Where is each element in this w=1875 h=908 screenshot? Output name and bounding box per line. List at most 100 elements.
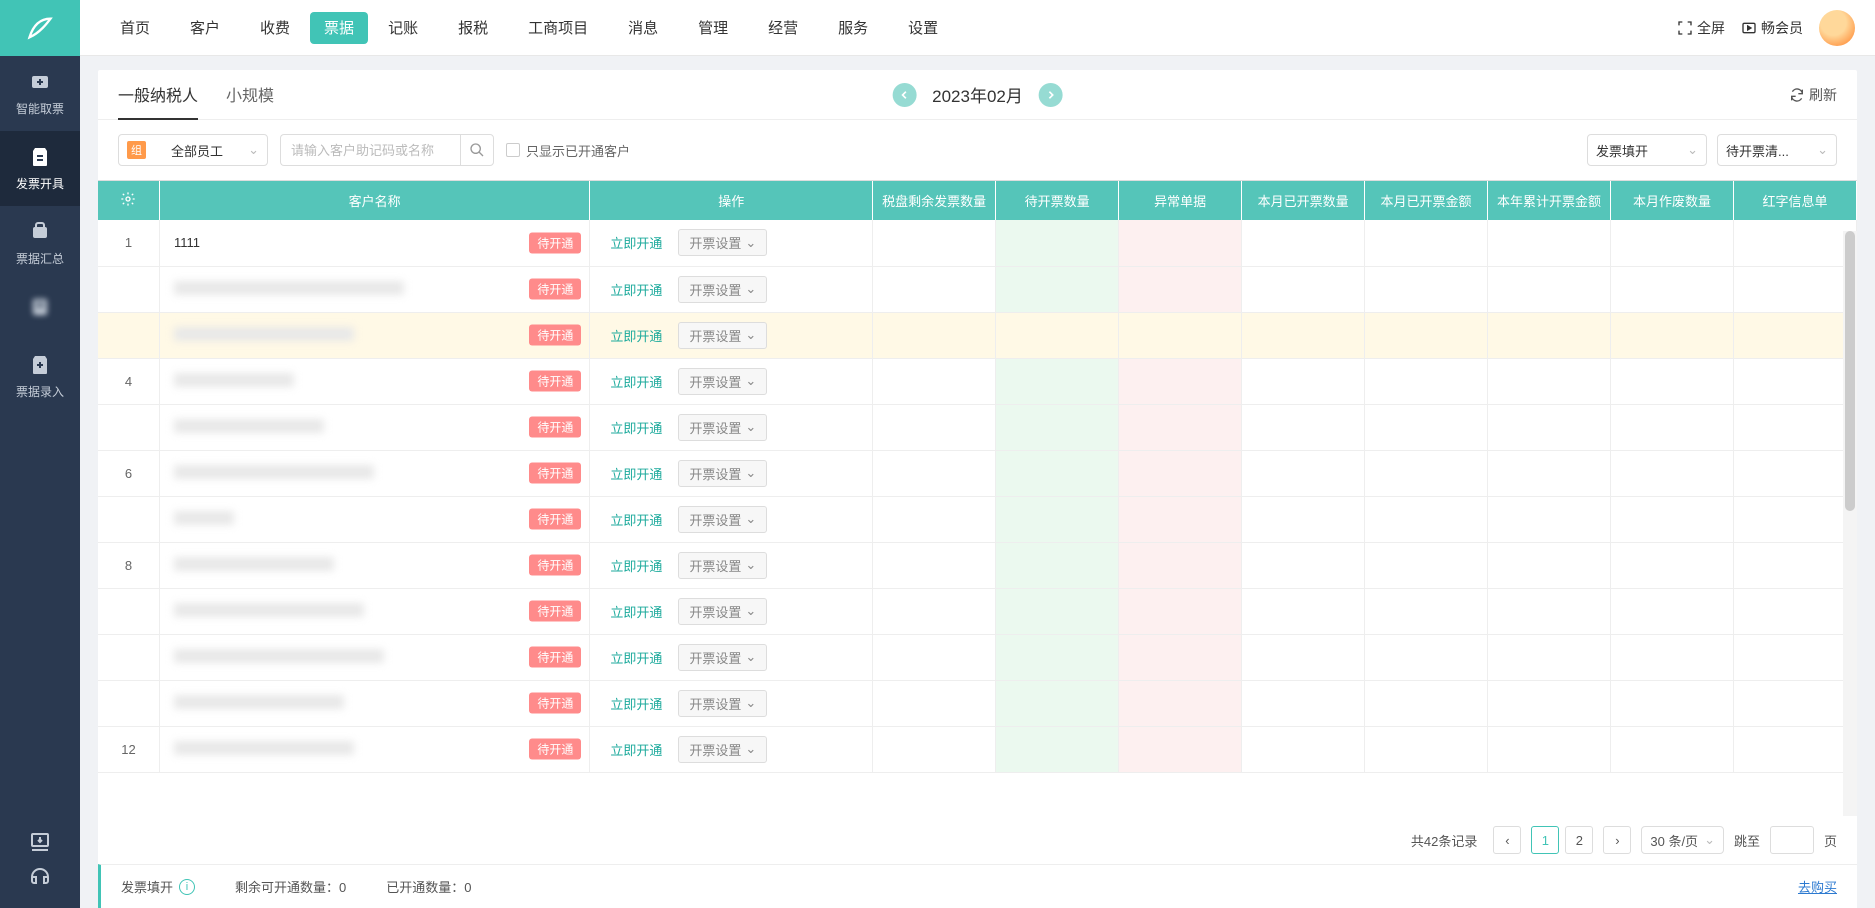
nav-item-4[interactable]: 记账 [368, 0, 438, 56]
data-cell [1733, 496, 1856, 542]
open-now-link[interactable]: 立即开通 [610, 605, 662, 620]
open-now-link[interactable]: 立即开通 [610, 329, 662, 344]
nav-item-0[interactable]: 首页 [100, 0, 170, 56]
invoice-settings-button[interactable]: 开票设置 ⌄ [678, 736, 767, 763]
nav-item-1[interactable]: 客户 [170, 0, 240, 56]
invoice-settings-button[interactable]: 开票设置 ⌄ [678, 276, 767, 303]
open-now-link[interactable]: 立即开通 [610, 375, 662, 390]
employee-tag: 组 [127, 141, 146, 159]
tab-1[interactable]: 小规模 [226, 70, 274, 120]
per-page-select[interactable]: 30 条/页 ⌄ [1641, 826, 1724, 854]
tab-0[interactable]: 一般纳税人 [118, 70, 198, 120]
download-icon[interactable] [28, 830, 52, 854]
chevron-down-icon: ⌄ [1704, 832, 1715, 848]
open-now-link[interactable]: 立即开通 [610, 236, 662, 251]
open-now-link[interactable]: 立即开通 [610, 743, 662, 758]
gear-icon[interactable] [120, 191, 136, 207]
fullscreen-button[interactable]: 全屏 [1677, 18, 1725, 38]
invoice-settings-button[interactable]: 开票设置 ⌄ [678, 690, 767, 717]
vip-label: 畅会员 [1761, 18, 1803, 38]
next-page-button[interactable]: › [1603, 826, 1631, 854]
pending-list-select[interactable]: 待开票清... ⌄ [1717, 134, 1837, 166]
sidebar-item-0[interactable]: 智能取票 [0, 56, 80, 131]
table-row[interactable]: 待开通立即开通开票设置 ⌄ [98, 496, 1857, 542]
page-button-2[interactable]: 2 [1565, 826, 1593, 854]
invoice-settings-button[interactable]: 开票设置 ⌄ [678, 368, 767, 395]
jump-input[interactable] [1770, 826, 1814, 854]
buy-link[interactable]: 去购买 [1798, 877, 1837, 896]
nav-item-5[interactable]: 报税 [438, 0, 508, 56]
table-row[interactable]: 6待开通立即开通开票设置 ⌄ [98, 450, 1857, 496]
data-cell [1733, 358, 1856, 404]
table-row[interactable]: 8待开通立即开通开票设置 ⌄ [98, 542, 1857, 588]
invoice-fill-select[interactable]: 发票填开 ⌄ [1587, 134, 1707, 166]
current-date[interactable]: 2023年02月 [932, 82, 1023, 107]
only-opened-checkbox[interactable]: 只显示已开通客户 [506, 141, 630, 160]
data-cell [1365, 496, 1488, 542]
operation-cell: 立即开通 开票设置 ⌄ [590, 680, 873, 726]
open-now-link[interactable]: 立即开通 [610, 651, 662, 666]
invoice-settings-button[interactable]: 开票设置 ⌄ [678, 460, 767, 487]
table-row[interactable]: 4待开通立即开通开票设置 ⌄ [98, 358, 1857, 404]
page-button-1[interactable]: 1 [1531, 826, 1559, 854]
table-row[interactable]: 待开通立即开通开票设置 ⌄ [98, 312, 1857, 358]
sidebar-item-2[interactable]: 票据汇总 [0, 206, 80, 281]
nav-item-2[interactable]: 收费 [240, 0, 310, 56]
search-input[interactable] [280, 134, 460, 166]
prev-month-button[interactable] [892, 83, 916, 107]
chevron-down-icon: ⌄ [248, 142, 259, 158]
table-row[interactable]: 待开通立即开通开票设置 ⌄ [98, 680, 1857, 726]
open-now-link[interactable]: 立即开通 [610, 559, 662, 574]
info-icon[interactable]: i [179, 879, 195, 895]
sidebar-item-3[interactable] [0, 281, 80, 339]
employee-select[interactable]: 组 全部员工 ⌄ [118, 134, 268, 166]
data-cell [1365, 588, 1488, 634]
data-cell [996, 588, 1119, 634]
invoice-settings-button[interactable]: 开票设置 ⌄ [678, 322, 767, 349]
invoice-settings-button[interactable]: 开票设置 ⌄ [678, 644, 767, 671]
data-cell [1733, 542, 1856, 588]
scrollbar-thumb[interactable] [1845, 231, 1855, 511]
table-row[interactable]: 待开通立即开通开票设置 ⌄ [98, 634, 1857, 680]
open-now-link[interactable]: 立即开通 [610, 697, 662, 712]
nav-item-3[interactable]: 票据 [310, 12, 368, 44]
vip-button[interactable]: 畅会员 [1741, 18, 1803, 38]
invoice-settings-button[interactable]: 开票设置 ⌄ [678, 414, 767, 441]
th-settings[interactable] [98, 181, 159, 220]
open-now-link[interactable]: 立即开通 [610, 467, 662, 482]
invoice-settings-button[interactable]: 开票设置 ⌄ [678, 229, 767, 256]
open-now-link[interactable]: 立即开通 [610, 283, 662, 298]
table-row[interactable]: 待开通立即开通开票设置 ⌄ [98, 404, 1857, 450]
sidebar-item-4[interactable]: 票据录入 [0, 339, 80, 414]
invoice-settings-button[interactable]: 开票设置 ⌄ [678, 506, 767, 533]
row-index [98, 312, 159, 358]
nav-item-10[interactable]: 服务 [818, 0, 888, 56]
remaining-count: 剩余可开通数量：0 [235, 877, 346, 896]
table-row[interactable]: 待开通立即开通开票设置 ⌄ [98, 266, 1857, 312]
invoice-settings-button[interactable]: 开票设置 ⌄ [678, 552, 767, 579]
status-badge: 待开通 [529, 371, 581, 392]
table-row[interactable]: 12待开通立即开通开票设置 ⌄ [98, 726, 1857, 772]
nav-item-7[interactable]: 消息 [608, 0, 678, 56]
nav-item-11[interactable]: 设置 [888, 0, 958, 56]
th-0: 客户名称 [159, 181, 589, 220]
invoice-settings-button[interactable]: 开票设置 ⌄ [678, 598, 767, 625]
table-row[interactable]: 11111待开通立即开通开票设置 ⌄ [98, 220, 1857, 266]
row-index [98, 588, 159, 634]
next-month-button[interactable] [1039, 83, 1063, 107]
chevron-down-icon: ⌄ [745, 235, 756, 251]
nav-item-8[interactable]: 管理 [678, 0, 748, 56]
sidebar-item-1[interactable]: 发票开具 [0, 131, 80, 206]
table-wrap: 客户名称操作税盘剩余发票数量待开票数量异常单据本月已开票数量本月已开票金额本年累… [98, 180, 1857, 816]
headset-icon[interactable] [28, 864, 52, 888]
nav-item-9[interactable]: 经营 [748, 0, 818, 56]
logo[interactable] [0, 0, 80, 56]
prev-page-button[interactable]: ‹ [1493, 826, 1521, 854]
open-now-link[interactable]: 立即开通 [610, 421, 662, 436]
table-row[interactable]: 待开通立即开通开票设置 ⌄ [98, 588, 1857, 634]
avatar[interactable] [1819, 10, 1855, 46]
refresh-button[interactable]: 刷新 [1789, 85, 1837, 105]
search-button[interactable] [460, 134, 494, 166]
open-now-link[interactable]: 立即开通 [610, 513, 662, 528]
nav-item-6[interactable]: 工商项目 [508, 0, 608, 56]
